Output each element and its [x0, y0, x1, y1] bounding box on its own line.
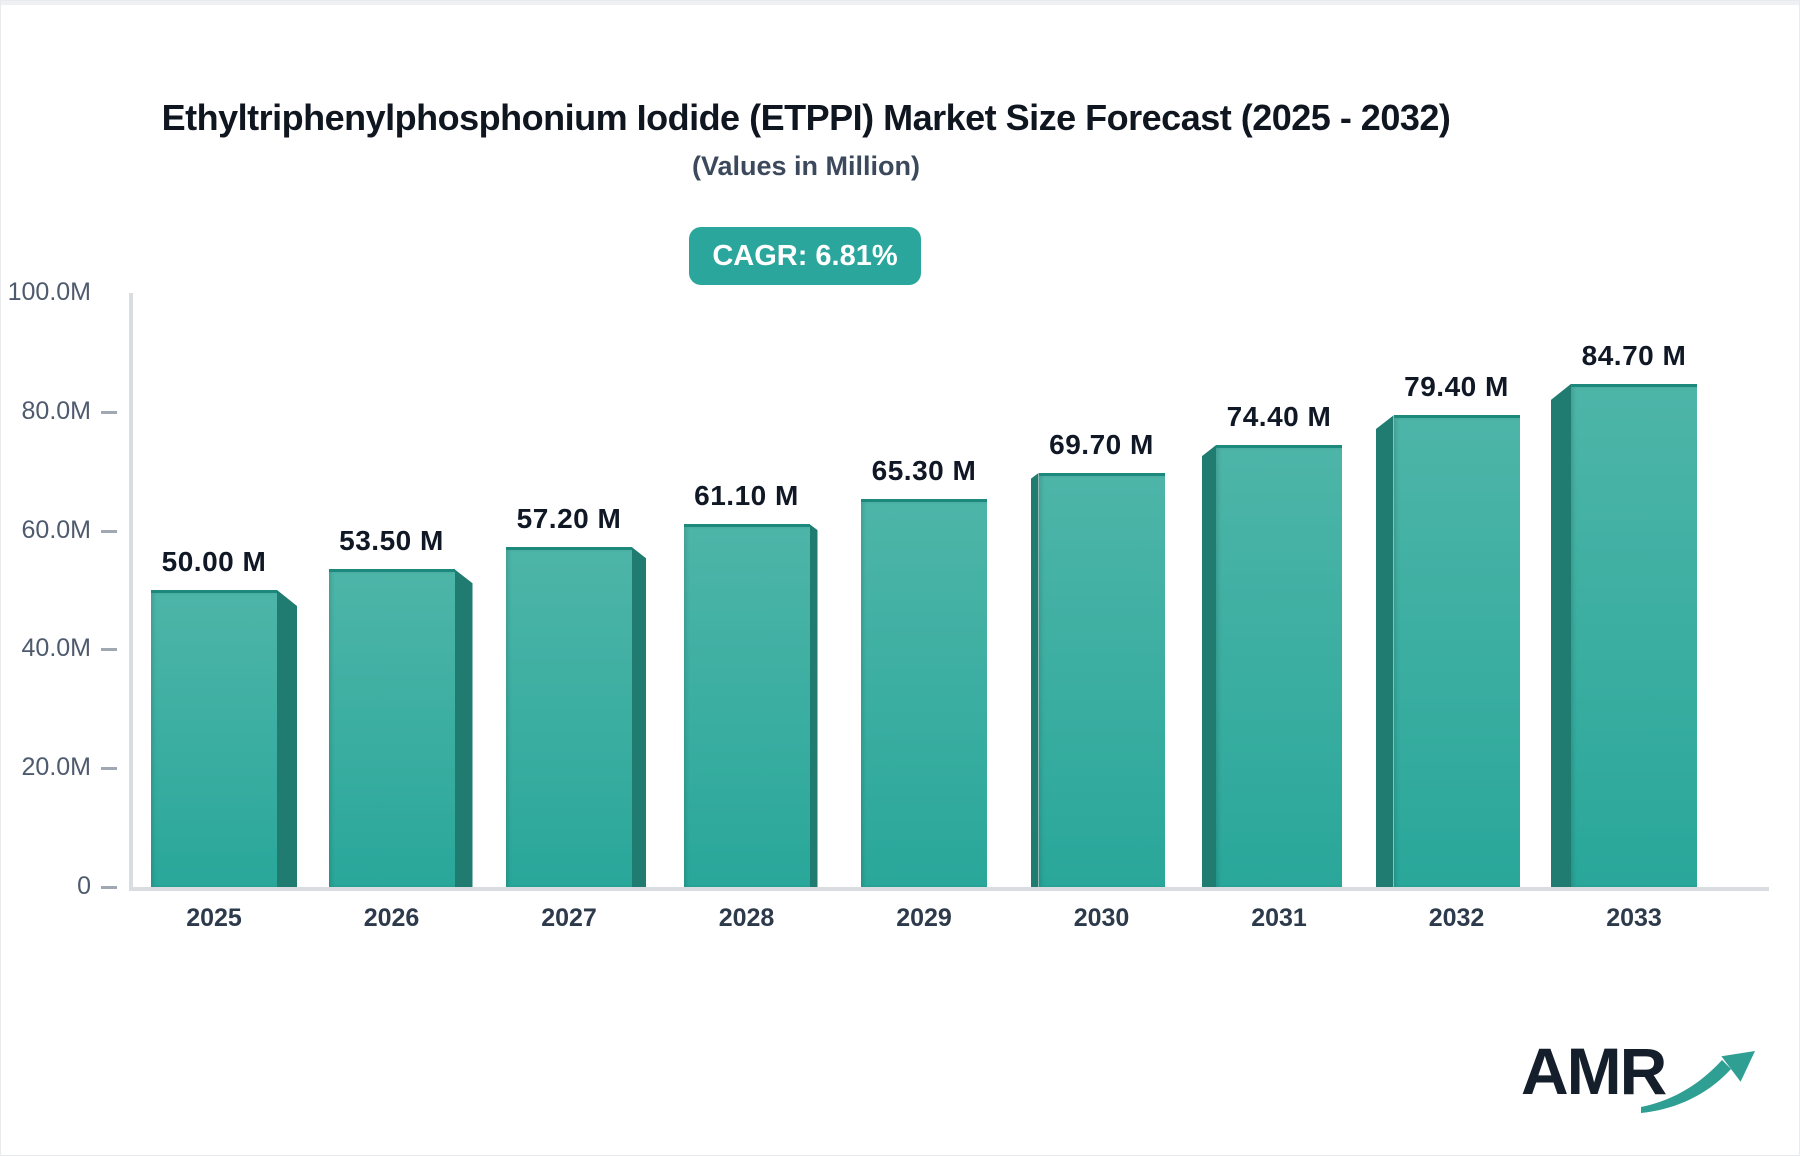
bar-value-label: 53.50 M [339, 525, 444, 557]
bar-3d-side [1202, 445, 1216, 887]
bar-3d-side [632, 547, 646, 887]
y-tick-label: 80.0M [21, 396, 91, 425]
x-tick-label: 2025 [186, 904, 242, 932]
amr-logo: AMR [1521, 1023, 1781, 1133]
bar [861, 499, 987, 887]
x-tick-label: 2030 [1073, 904, 1130, 932]
y-tick-label: 20.0M [21, 753, 91, 782]
amr-logo-text: AMR [1521, 1034, 1667, 1108]
y-tick-label: 40.0M [21, 634, 91, 663]
y-tick-label: 60.0M [21, 515, 91, 544]
x-tick-label: 2029 [896, 904, 952, 932]
x-axis-baseline [129, 887, 1769, 891]
y-tick-mark [101, 648, 117, 652]
bar-value-label: 61.10 M [694, 480, 799, 512]
bar [1393, 415, 1520, 887]
cagr-badge-label: CAGR: 6.81% [712, 239, 898, 272]
bar [1038, 472, 1165, 887]
y-tick-label: 100.0M [7, 278, 91, 306]
bar-value-label: 79.40 M [1404, 371, 1509, 403]
x-tick-label: 2033 [1606, 904, 1662, 932]
bar-3d-side [1375, 415, 1394, 887]
x-tick-label: 2026 [363, 904, 420, 932]
y-tick-label: 0 [77, 872, 91, 900]
y-tick-mark [101, 529, 117, 533]
bar-value-label: 57.20 M [516, 503, 622, 535]
y-tick-mark [101, 886, 117, 889]
bar [506, 547, 632, 887]
x-tick-label: 2032 [1428, 904, 1485, 932]
bar-3d-side [277, 590, 297, 887]
bar [1216, 445, 1342, 887]
bar-value-label: 50.00 M [161, 546, 267, 577]
y-tick-mark [101, 410, 117, 414]
bar-3d-side [1551, 383, 1571, 887]
y-tick-mark [101, 767, 117, 771]
bar [1571, 383, 1697, 887]
bar-3d-side [454, 569, 473, 887]
cagr-badge: CAGR: 6.81% [689, 227, 921, 285]
window-top-edge [1, 1, 1799, 5]
x-tick-label: 2031 [1251, 904, 1307, 932]
bar [151, 590, 277, 887]
chart-title: Ethyltriphenylphosphonium Iodide (ETPPI)… [161, 97, 1451, 138]
growth-arrow-icon [1641, 1051, 1755, 1113]
x-tick-label: 2027 [541, 904, 597, 932]
bar-3d-side [809, 524, 818, 887]
y-axis-line [129, 293, 133, 890]
bar [683, 524, 810, 887]
x-tick-label: 2028 [718, 904, 775, 932]
chart-subtitle: (Values in Million) [691, 151, 921, 181]
bar-value-label: 65.30 M [871, 455, 977, 487]
bar-3d-side [1030, 472, 1039, 887]
bar-value-label: 69.70 M [1049, 428, 1154, 460]
bar-value-label: 74.40 M [1226, 401, 1332, 433]
bar-value-label: 84.70 M [1581, 339, 1687, 371]
bar [328, 569, 455, 887]
